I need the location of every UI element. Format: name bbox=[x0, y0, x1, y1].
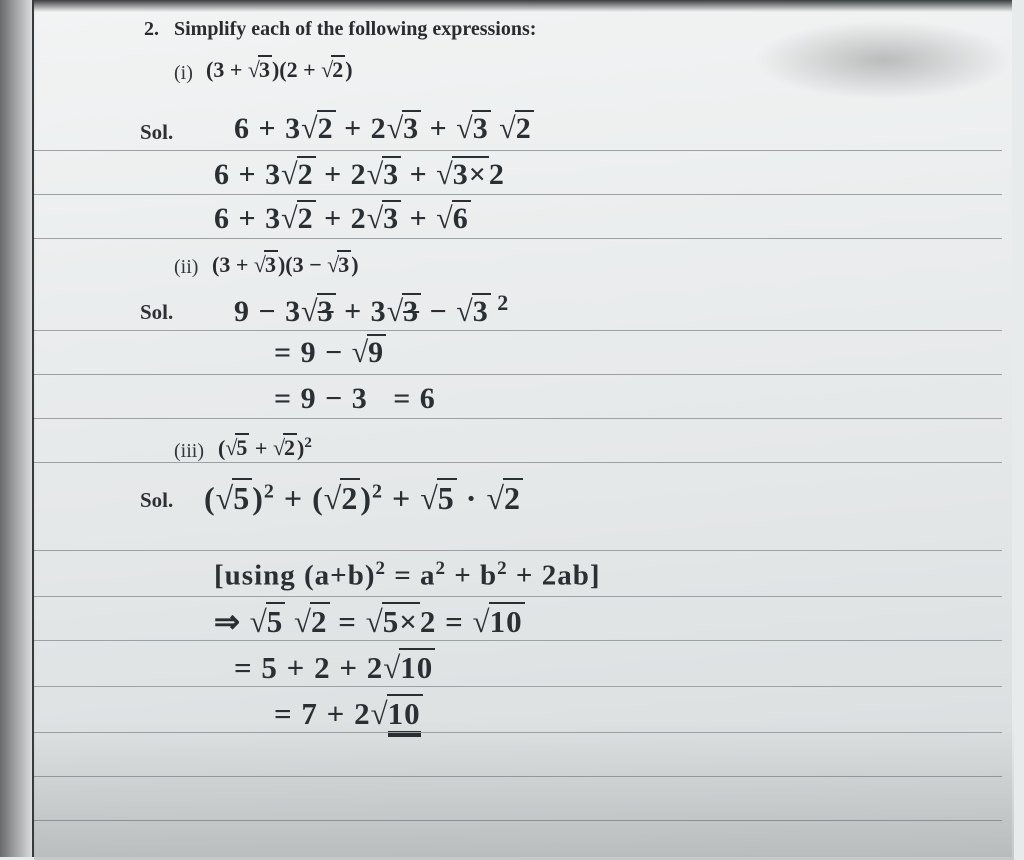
book-spine-shadow bbox=[0, 0, 36, 857]
part-ii-work-line-2: = 9 − 9 bbox=[274, 336, 386, 370]
part-ii-expression: (3 + 3)(3 − 3) bbox=[212, 252, 359, 278]
part-ii-work-line-1: 9 − 33 + 33 − 3 2 bbox=[234, 290, 509, 329]
part-i-sol-label: Sol. bbox=[140, 120, 173, 145]
part-ii-work-line-3: = 9 − 3 = 6 bbox=[274, 382, 436, 416]
part-i-work-line-3: 6 + 32 + 23 + 6 bbox=[214, 202, 471, 236]
part-i-work-line-2: 6 + 32 + 23 + 3×2 bbox=[214, 158, 505, 192]
question-title: Simplify each of the following expressio… bbox=[174, 18, 536, 41]
part-i-work-line-1: 6 + 32 + 23 + 3 2 bbox=[234, 112, 534, 146]
part-i-label: (i) bbox=[174, 62, 193, 85]
page-shading-bottom bbox=[34, 720, 1014, 860]
part-iii-work-line-2: [using (a+b)2 = a2 + b2 + 2ab] bbox=[214, 558, 600, 593]
part-iii-work-line-4: = 5 + 2 + 210 bbox=[234, 650, 435, 686]
part-ii-label: (ii) bbox=[174, 256, 198, 279]
part-iii-sol-label: Sol. bbox=[140, 488, 173, 513]
top-edge-shadow bbox=[34, 0, 1012, 12]
part-iii-label: (iii) bbox=[174, 440, 204, 463]
page-shading bbox=[754, 20, 1014, 100]
part-ii-sol-label: Sol. bbox=[140, 300, 173, 325]
part-i-expression: (3 + 3)(2 + 2) bbox=[206, 57, 353, 83]
part-iii-work-line-3: ⇒ 5 2 = 5×2 = 10 bbox=[214, 604, 525, 640]
part-iii-expression: (5 + 2)2 bbox=[218, 435, 312, 461]
part-iii-work-line-1: (5)2 + (2)2 + 5 · 2 bbox=[204, 480, 523, 517]
worksheet-page: 2. Simplify each of the following expres… bbox=[32, 0, 1012, 857]
question-number: 2. bbox=[144, 18, 159, 41]
